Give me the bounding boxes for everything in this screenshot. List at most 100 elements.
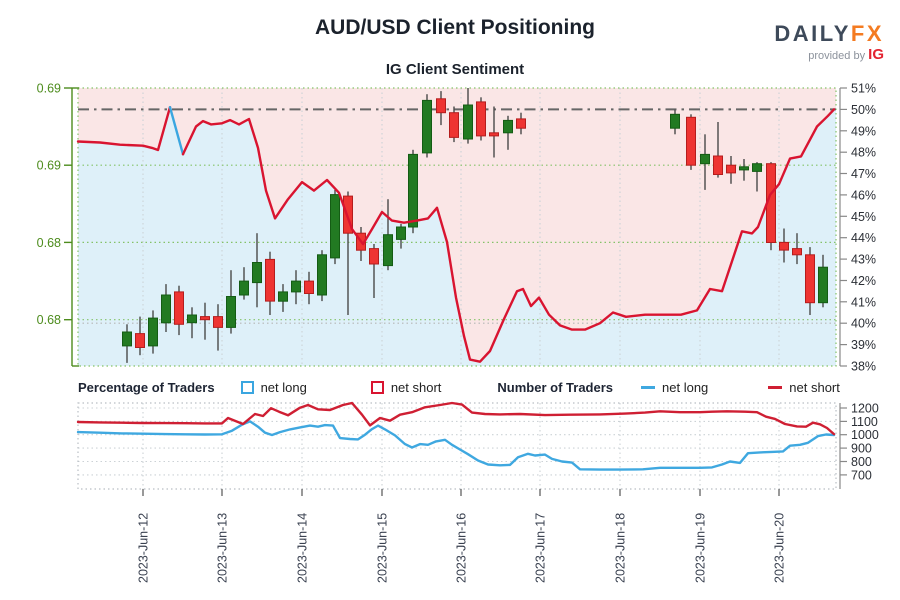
candle-down <box>174 291 184 325</box>
brand-daily-text: DAILY <box>774 21 851 46</box>
traders-axis-label: 1100 <box>851 415 878 429</box>
candle-up <box>463 104 473 140</box>
traders-chart-border <box>77 402 837 490</box>
net-long-label: net long <box>260 380 307 395</box>
traders-axis-label: 800 <box>851 455 872 469</box>
legend-pct-net-short: net short <box>370 380 442 395</box>
pct-axis-label: 49% <box>851 124 876 138</box>
candle-up <box>739 166 749 171</box>
candle-up <box>278 291 288 302</box>
net-short-label: net short <box>789 380 840 395</box>
pct-axis-label: 42% <box>851 274 876 288</box>
legend-number-of-traders-label: Number of Traders <box>497 380 614 395</box>
net-short-dash-icon <box>768 385 783 390</box>
legend-percentage-of-traders-label: Percentage of Traders <box>78 380 215 395</box>
sentiment-long-line <box>168 105 185 156</box>
candle-down <box>476 101 486 137</box>
candle-down <box>213 316 223 328</box>
sentiment-short-line <box>181 108 836 363</box>
provided-by-line: provided by IG <box>774 46 884 64</box>
candle-up <box>503 119 513 134</box>
price-axis-label: 0.68 <box>37 236 61 250</box>
dailyfx-wordmark: DAILYFX <box>774 21 884 46</box>
date-label: 2023-Jun-20 <box>773 513 787 583</box>
dailyfx-logo: DAILYFX provided by IG <box>774 21 884 64</box>
legend-pct-net-long: net long <box>240 380 307 395</box>
date-label: 2023-Jun-13 <box>216 513 230 583</box>
legend-count-net-short: net short <box>768 380 840 395</box>
candle-down <box>805 254 815 304</box>
candle-down <box>304 280 314 295</box>
candle-up <box>187 314 197 324</box>
date-label: 2023-Jun-16 <box>455 513 469 583</box>
candle-up <box>330 194 340 259</box>
candle-down <box>489 132 499 137</box>
pct-axis-label: 39% <box>851 338 876 352</box>
candle-down <box>516 118 526 129</box>
chart-subtitle: IG Client Sentiment <box>385 61 525 78</box>
candle-up <box>408 153 418 228</box>
candle-up <box>383 234 393 267</box>
candle-down <box>449 112 459 138</box>
price-axis-label: 0.68 <box>37 313 61 327</box>
ig-logo-text: IG <box>868 46 884 64</box>
traders-axis-label: 1200 <box>851 402 879 416</box>
provided-by-text: provided by <box>808 50 866 63</box>
candle-up <box>226 296 236 328</box>
candle-up <box>252 262 262 284</box>
candle-up <box>700 153 710 165</box>
pct-axis-label: 41% <box>851 295 876 309</box>
candle-down <box>713 155 723 175</box>
candle-down <box>726 164 736 174</box>
candle-down <box>369 248 379 265</box>
candle-up <box>422 99 432 154</box>
candle-down <box>135 333 145 349</box>
candle-up <box>752 163 762 172</box>
candle-down <box>436 98 446 114</box>
candle-up <box>122 331 132 347</box>
net-long-dash-icon <box>641 385 656 390</box>
brand-fx-text: FX <box>850 21 884 46</box>
traders-short-line <box>76 401 836 436</box>
pct-axis-label: 38% <box>851 360 876 374</box>
traders-axis-label: 700 <box>851 468 872 482</box>
chart-legend: Percentage of Traders net long net short… <box>78 380 868 395</box>
pct-axis-label: 44% <box>851 231 876 245</box>
net-short-label: net short <box>390 380 442 395</box>
pct-axis-label: 47% <box>851 167 876 181</box>
date-label: 2023-Jun-19 <box>694 513 708 583</box>
candle-up <box>148 317 158 347</box>
date-label: 2023-Jun-15 <box>376 513 390 583</box>
page-title: AUD/USD Client Positioning <box>315 16 595 39</box>
date-label: 2023-Jun-18 <box>614 513 628 583</box>
date-label: 2023-Jun-14 <box>296 513 310 583</box>
pct-axis-label: 45% <box>851 210 876 224</box>
candle-down <box>686 116 696 166</box>
candle-down <box>200 316 210 321</box>
legend-count-net-long: net long <box>641 380 708 395</box>
candle-up <box>239 280 249 296</box>
candle-up <box>396 226 406 240</box>
date-label: 2023-Jun-12 <box>137 513 151 583</box>
net-short-fill-area <box>78 88 836 362</box>
date-label: 2023-Jun-17 <box>534 513 548 583</box>
candle-up <box>317 254 327 296</box>
price-axis-label: 0.69 <box>37 82 61 96</box>
pct-axis-label: 51% <box>851 82 876 96</box>
net-long-label: net long <box>662 380 709 395</box>
traders-long-line <box>76 420 836 471</box>
candle-up <box>818 266 828 304</box>
price-axis-label: 0.69 <box>37 159 61 173</box>
candle-up <box>161 294 171 324</box>
candle-down <box>792 248 802 256</box>
sentiment-short-line <box>76 105 172 152</box>
candle-down <box>265 258 275 302</box>
candle-up <box>670 113 680 129</box>
pct-axis-label: 46% <box>851 188 876 202</box>
pct-axis-label: 40% <box>851 317 876 331</box>
traders-axis-label: 1000 <box>851 428 879 442</box>
pct-axis-label: 48% <box>851 146 876 160</box>
price-chart-border <box>77 87 837 367</box>
